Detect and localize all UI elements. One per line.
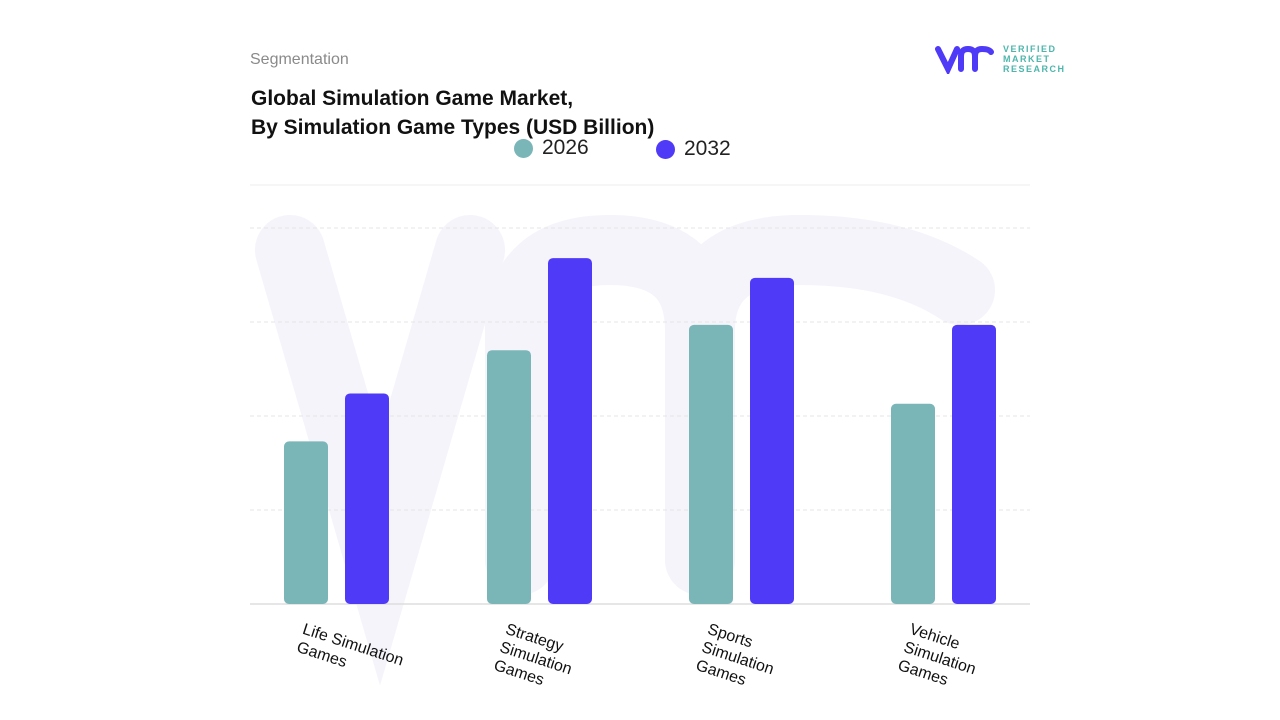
title-line-2: By Simulation Game Types (USD Billion) bbox=[251, 116, 655, 139]
bar-2032-1 bbox=[345, 393, 389, 604]
section-label: Segmentation bbox=[250, 51, 349, 68]
vmr-logo: VERIFIED MARKET RESEARCH bbox=[935, 44, 1066, 74]
bar-2026-2 bbox=[487, 350, 531, 604]
bar-2026-1 bbox=[284, 441, 328, 604]
watermark-logo bbox=[255, 214, 995, 686]
bar-2032-4 bbox=[952, 324, 996, 604]
chart-title: Global Simulation Game Market, By Simula… bbox=[251, 84, 654, 142]
logo-text-3: RESEARCH bbox=[1003, 64, 1066, 74]
legend-item-2032: 2032 bbox=[656, 137, 731, 161]
legend-item-2026: 2026 bbox=[514, 136, 589, 160]
logo-text-1: VERIFIED bbox=[1003, 44, 1057, 54]
logo-text-2: MARKET bbox=[1003, 54, 1051, 64]
bar-2032-2 bbox=[548, 258, 592, 604]
bar-2026-4 bbox=[891, 403, 935, 604]
vmr-logo-icon bbox=[935, 45, 994, 74]
bar-2026-3 bbox=[689, 324, 733, 604]
bar-2032-3 bbox=[750, 277, 794, 604]
legend-swatch-2032 bbox=[656, 139, 675, 159]
title-line-1: Global Simulation Game Market, bbox=[251, 87, 574, 110]
legend-swatch-2026 bbox=[514, 138, 533, 158]
legend-label-2026: 2026 bbox=[542, 136, 589, 159]
legend-label-2032: 2032 bbox=[684, 137, 731, 160]
